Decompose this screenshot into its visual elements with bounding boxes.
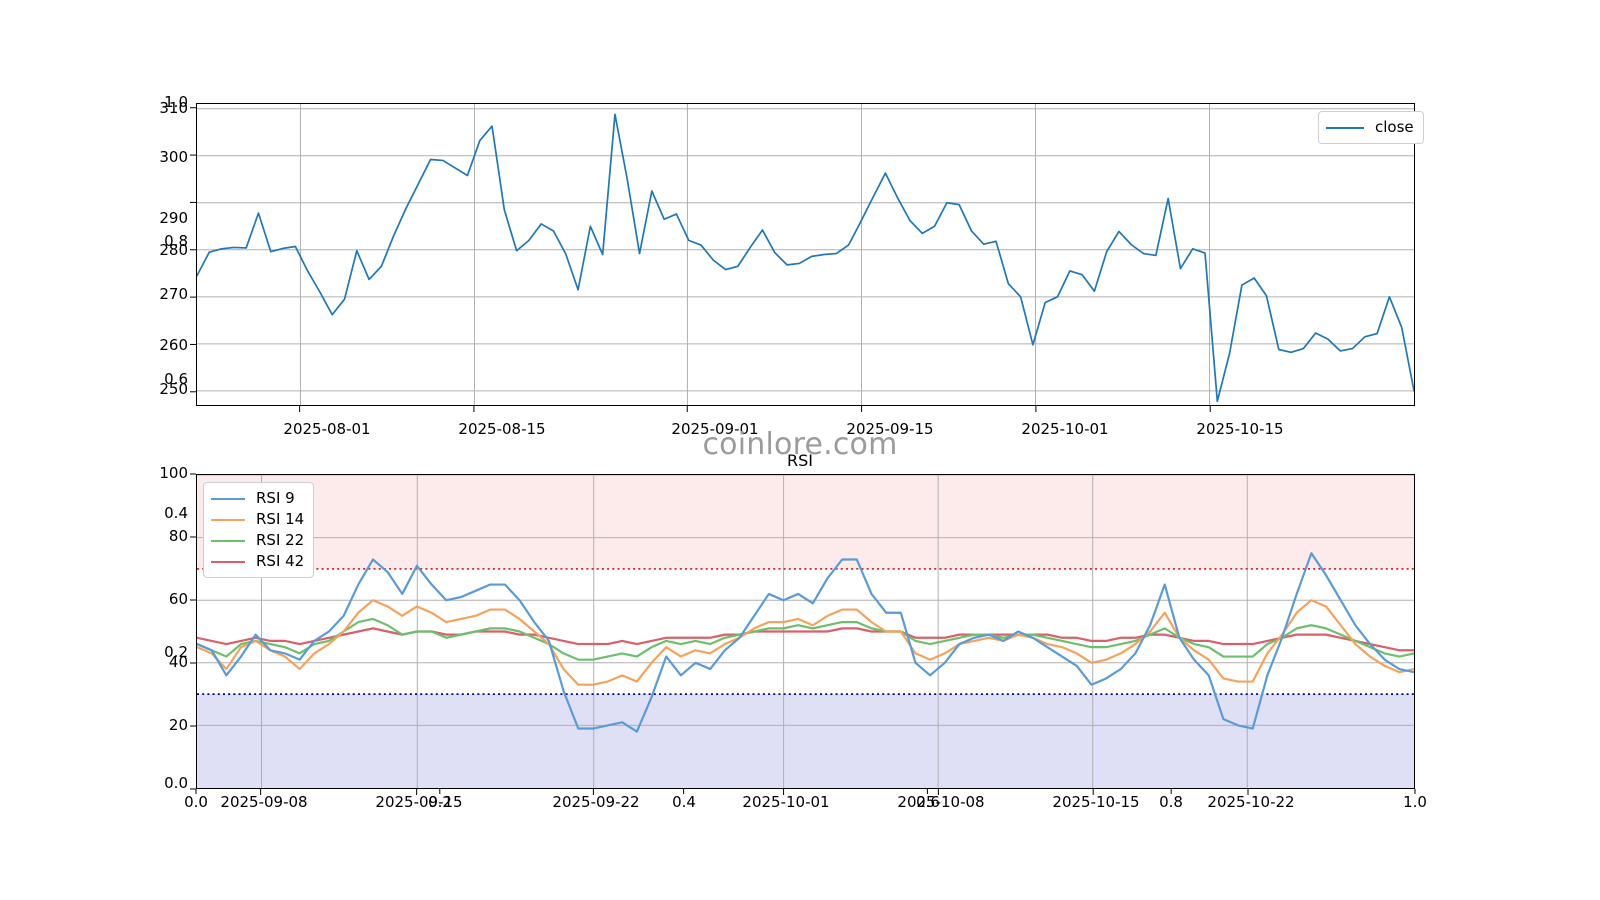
price-ytick-secondary-0-6: 0.6 <box>164 370 188 388</box>
legend-label-close: close <box>1375 118 1414 136</box>
rsi-xtick-6: 2025-10-22 <box>1207 793 1295 811</box>
price-xtick-4: 2025-10-01 <box>1021 420 1109 438</box>
rsi-xtick-secondary-0-6: 0.6 <box>916 793 940 811</box>
legend-item-rsi-22[interactable]: RSI 22 <box>211 530 304 551</box>
rsi-ytick-20: 20 <box>168 716 188 734</box>
price-ytick-260: 260 <box>159 336 188 354</box>
price-xtick-1: 2025-08-15 <box>458 420 546 438</box>
price-ytick-310: 310 <box>159 99 188 117</box>
rsi-ytick-secondary-0-4: 0.4 <box>164 504 188 522</box>
rsi-xtick-3: 2025-10-01 <box>742 793 830 811</box>
rsi-chart-panel <box>196 474 1415 789</box>
rsi-ytick-40: 40 <box>168 653 188 671</box>
rsi-ytick-secondary-0-0: 0.0 <box>164 774 188 792</box>
legend-swatch-rsi9-icon <box>211 497 245 500</box>
rsi-xtick-1: 2025-09-15 <box>375 793 463 811</box>
price-chart-legend: close <box>1318 111 1424 144</box>
legend-swatch-rsi42-icon <box>211 560 245 563</box>
rsi-xtick-4: 2025-10-08 <box>897 793 985 811</box>
rsi-xtick-2: 2025-09-22 <box>552 793 640 811</box>
price-plot-area <box>197 104 1414 405</box>
rsi-chart-legend: RSI 9 RSI 14 RSI 22 RSI 42 <box>203 482 315 578</box>
rsi-ytick-60: 60 <box>168 590 188 608</box>
legend-item-rsi-42[interactable]: RSI 42 <box>211 551 304 572</box>
price-ytick-270: 270 <box>159 285 188 303</box>
price-xtick-5: 2025-10-15 <box>1196 420 1284 438</box>
legend-item-close[interactable]: close <box>1326 117 1414 138</box>
price-chart-panel <box>196 103 1415 406</box>
legend-label-rsi-42: RSI 42 <box>256 552 305 570</box>
rsi-ytick-100: 100 <box>159 464 188 482</box>
price-ytick-secondary-0-8: 0.8 <box>164 232 188 250</box>
rsi-xtick-0: 2025-09-08 <box>220 793 308 811</box>
legend-label-rsi-22: RSI 22 <box>256 531 305 549</box>
rsi-ytick-80: 80 <box>168 527 188 545</box>
rsi-xtick-secondary-1-0: 1.0 <box>1403 793 1427 811</box>
rsi-ytick-secondary-0-2: 0.2 <box>164 643 188 661</box>
legend-label-rsi-14: RSI 14 <box>256 510 305 528</box>
rsi-xtick-5: 2025-10-15 <box>1052 793 1140 811</box>
rsi-xtick-secondary-0-4: 0.4 <box>672 793 696 811</box>
price-ytick-300: 300 <box>159 148 188 166</box>
legend-swatch-close-icon <box>1326 126 1364 129</box>
rsi-chart-title: RSI <box>787 451 813 470</box>
rsi-plot-area <box>197 475 1414 788</box>
price-ytick-280: 280 <box>159 241 188 259</box>
price-xtick-2: 2025-09-01 <box>671 420 759 438</box>
legend-item-rsi-9[interactable]: RSI 9 <box>211 488 304 509</box>
price-ytick-290: 290 <box>159 209 188 227</box>
price-xtick-3: 2025-09-15 <box>846 420 934 438</box>
price-xtick-0: 2025-08-01 <box>283 420 371 438</box>
price-ytick-250: 250 <box>159 380 188 398</box>
price-ytick-secondary-1-0: 1.0 <box>164 93 188 111</box>
rsi-xtick-secondary-0-0: 0.0 <box>184 793 208 811</box>
legend-item-rsi-14[interactable]: RSI 14 <box>211 509 304 530</box>
watermark: coinlore.com <box>702 427 898 462</box>
legend-label-rsi-9: RSI 9 <box>256 489 295 507</box>
legend-swatch-rsi14-icon <box>211 518 245 521</box>
rsi-xtick-secondary-0-8: 0.8 <box>1159 793 1183 811</box>
legend-swatch-rsi22-icon <box>211 539 245 542</box>
rsi-xtick-secondary-0-2: 0.2 <box>428 793 452 811</box>
